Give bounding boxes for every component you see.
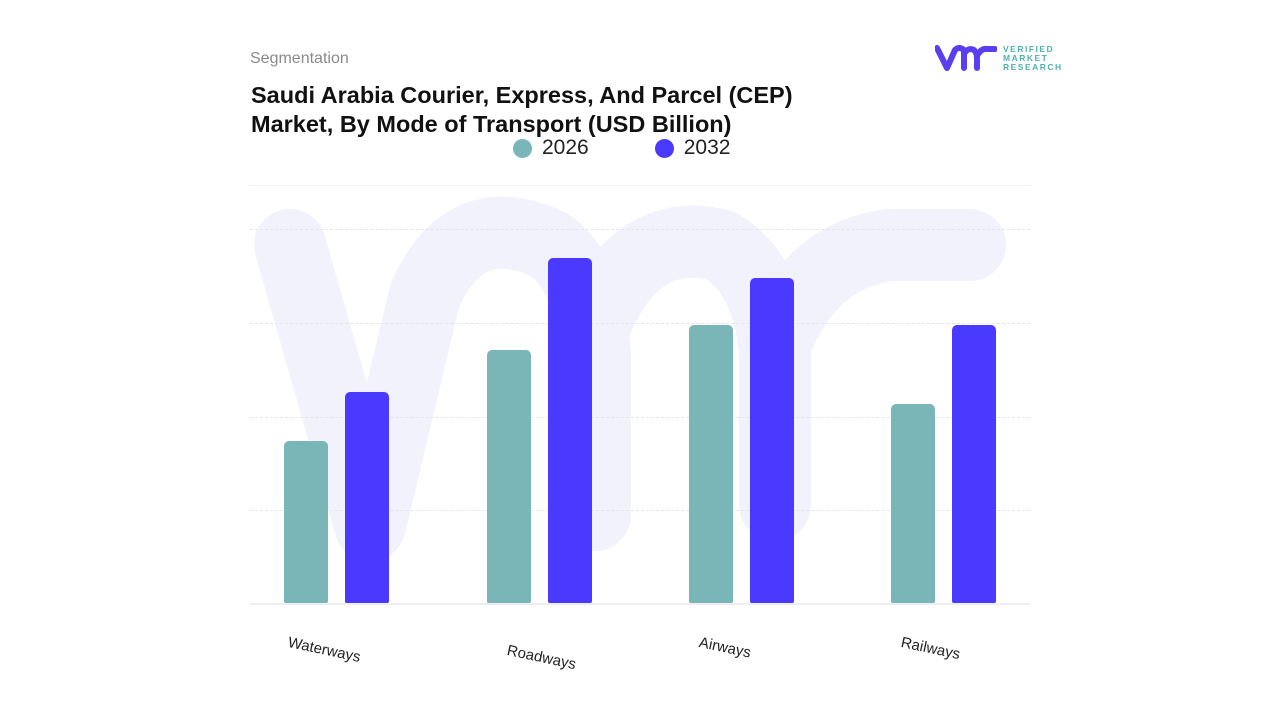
bar-airways-2026[interactable] bbox=[689, 324, 733, 604]
gridline bbox=[250, 322, 1030, 324]
gridline bbox=[250, 510, 1030, 512]
chart-legend: 2026 2032 bbox=[513, 136, 796, 160]
chart-title-line1: Saudi Arabia Courier, Express, And Parce… bbox=[251, 82, 793, 108]
x-axis-label-waterways: Waterways bbox=[286, 634, 363, 666]
logo-text-research: RESEARCH bbox=[1003, 61, 1063, 72]
vmr-logo: VERIFIED MARKET RESEARCH bbox=[935, 44, 1063, 72]
logo-text-verified: VERIFIED bbox=[1003, 43, 1055, 54]
legend-item-2032[interactable]: 2032 bbox=[654, 136, 731, 160]
gridline bbox=[250, 416, 1030, 418]
bar-railways-2032[interactable] bbox=[952, 324, 996, 604]
chart-title: Saudi Arabia Courier, Express, And Parce… bbox=[251, 81, 851, 139]
x-axis-label-railways: Railways bbox=[899, 634, 962, 664]
vmr-logo-icon bbox=[935, 45, 997, 71]
legend-label: 2032 bbox=[683, 136, 731, 159]
x-axis-baseline bbox=[250, 603, 1030, 605]
legend-item-2026[interactable]: 2026 bbox=[513, 136, 589, 160]
bar-railways-2026[interactable] bbox=[891, 404, 935, 604]
bar-airways-2032[interactable] bbox=[750, 277, 794, 604]
x-axis-label-roadways: Roadways bbox=[505, 642, 578, 674]
bar-roadways-2026[interactable] bbox=[487, 349, 531, 604]
bar-waterways-2032[interactable] bbox=[345, 392, 389, 604]
bar-waterways-2026[interactable] bbox=[284, 440, 328, 604]
x-axis-label-airways: Airways bbox=[697, 634, 753, 662]
plot-top-border bbox=[250, 185, 1030, 186]
logo-text-market: MARKET bbox=[1003, 52, 1049, 63]
segmentation-label: Segmentation bbox=[250, 50, 349, 67]
legend-dot-2026-icon bbox=[513, 138, 532, 158]
bar-roadways-2032[interactable] bbox=[548, 258, 592, 604]
plot-area bbox=[250, 185, 1030, 605]
chart-title-line2: Market, By Mode of Transport (USD Billio… bbox=[251, 111, 732, 137]
legend-dot-2032-icon bbox=[654, 138, 674, 158]
legend-label: 2026 bbox=[542, 136, 589, 159]
gridline bbox=[250, 229, 1030, 230]
